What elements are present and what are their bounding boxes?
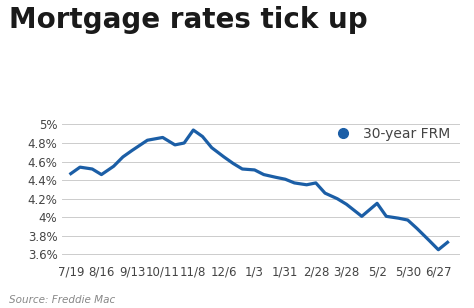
Legend: 30-year FRM: 30-year FRM	[327, 124, 453, 144]
Text: Mortgage rates tick up: Mortgage rates tick up	[9, 6, 368, 34]
Text: Source: Freddie Mac: Source: Freddie Mac	[9, 295, 116, 305]
